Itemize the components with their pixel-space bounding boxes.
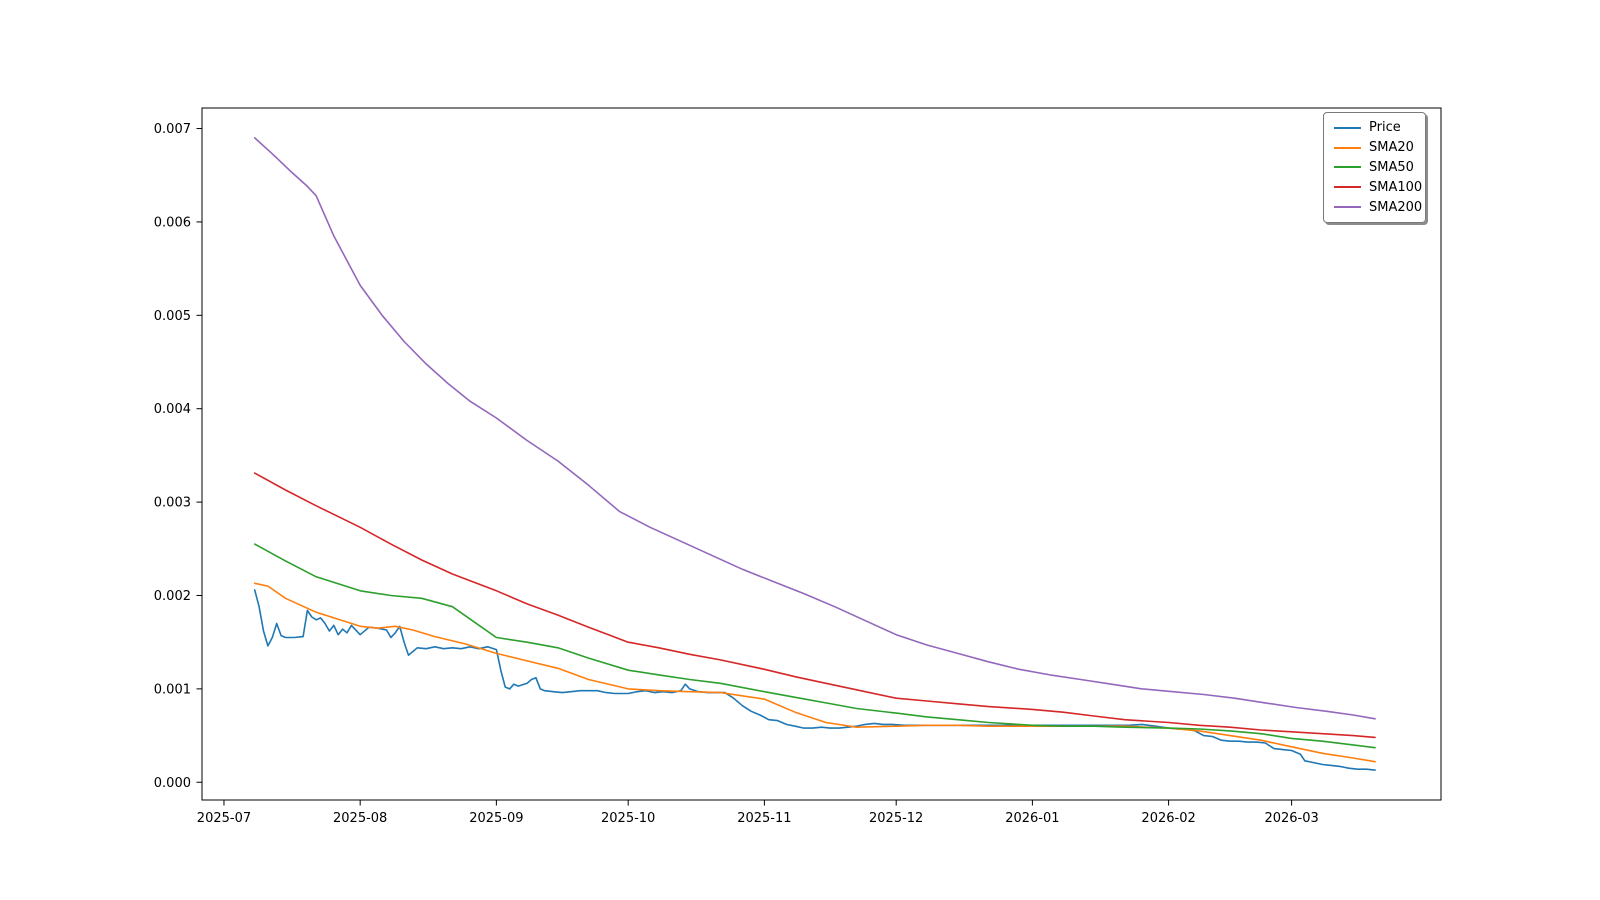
legend-label-sma50: SMA50 (1369, 159, 1414, 175)
legend-entry-sma50: SMA50 (1334, 161, 1417, 174)
plot-border (201, 107, 1442, 801)
legend-label-price: Price (1369, 120, 1401, 136)
legend: Price SMA20 SMA50 SMA100 SMA200 (1323, 112, 1426, 223)
legend-line-swatch-price (1334, 126, 1361, 129)
legend-entry-sma100: SMA100 (1334, 181, 1422, 194)
x-tick-label: 2025-11 (737, 811, 791, 826)
legend-label-sma100: SMA100 (1369, 179, 1423, 195)
x-tick-label: 2026-03 (1264, 811, 1318, 826)
series-line-sma100 (253, 472, 1376, 739)
legend-entry-sma200: SMA200 (1334, 201, 1422, 214)
legend-label-sma20: SMA20 (1369, 140, 1414, 156)
series-line-price (253, 589, 1376, 771)
x-tick-label: 2025-08 (333, 811, 387, 826)
legend-line-swatch-sma20 (1334, 146, 1361, 149)
legend-line-swatch-sma100 (1334, 186, 1361, 189)
y-tick-label: 0.007 (154, 122, 191, 137)
x-tick-label: 2026-02 (1141, 811, 1195, 826)
legend-entry-price: Price (1334, 121, 1417, 134)
x-tick-label: 2025-10 (601, 811, 655, 826)
y-tick-label: 0.006 (154, 215, 191, 230)
legend-line-swatch-sma50 (1334, 166, 1361, 169)
y-tick-label: 0.004 (154, 402, 191, 417)
series-line-sma50 (253, 543, 1376, 749)
y-tick-label: 0.002 (154, 589, 191, 604)
y-tick-label: 0.005 (154, 309, 191, 324)
x-tick-label: 2025-07 (197, 811, 251, 826)
x-tick-label: 2026-01 (1005, 811, 1059, 826)
y-tick-label: 0.003 (154, 496, 191, 511)
legend-line-swatch-sma200 (1334, 206, 1361, 209)
legend-label-sma200: SMA200 (1369, 199, 1423, 215)
x-tick-label: 2025-09 (469, 811, 523, 826)
legend-entry-sma20: SMA20 (1334, 141, 1417, 154)
y-tick-label: 0.001 (154, 682, 191, 697)
y-tick-label: 0.000 (154, 776, 191, 791)
series-line-sma200 (253, 137, 1376, 720)
x-tick-label: 2025-12 (869, 811, 923, 826)
series-line-sma20 (253, 582, 1376, 763)
